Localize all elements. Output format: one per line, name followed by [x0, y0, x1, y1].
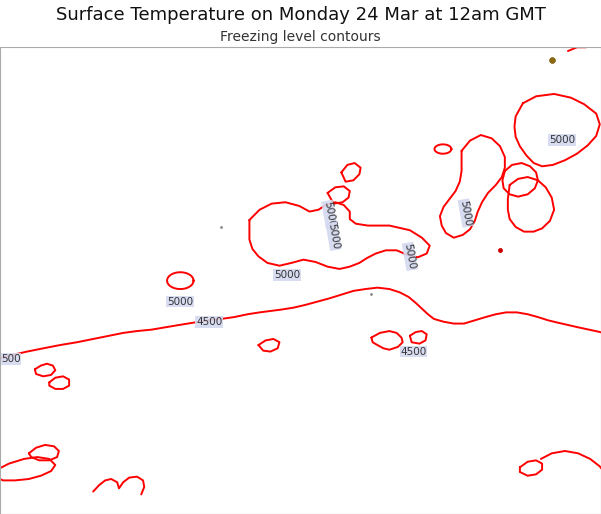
Text: 5000: 5000 — [167, 297, 194, 307]
Text: 5000: 5000 — [274, 270, 300, 280]
Text: 4500: 4500 — [400, 346, 427, 357]
Text: Freezing level contours: Freezing level contours — [220, 30, 381, 44]
Text: 4500: 4500 — [196, 317, 222, 327]
Text: 5000: 5000 — [326, 223, 341, 250]
Text: 500: 500 — [1, 354, 20, 364]
Text: 5000: 5000 — [403, 243, 417, 270]
Text: 5000: 5000 — [549, 135, 575, 145]
Text: 5000: 5000 — [322, 200, 337, 228]
Text: Surface Temperature on Monday 24 Mar at 12am GMT: Surface Temperature on Monday 24 Mar at … — [55, 6, 546, 24]
Text: 5000: 5000 — [459, 199, 473, 227]
